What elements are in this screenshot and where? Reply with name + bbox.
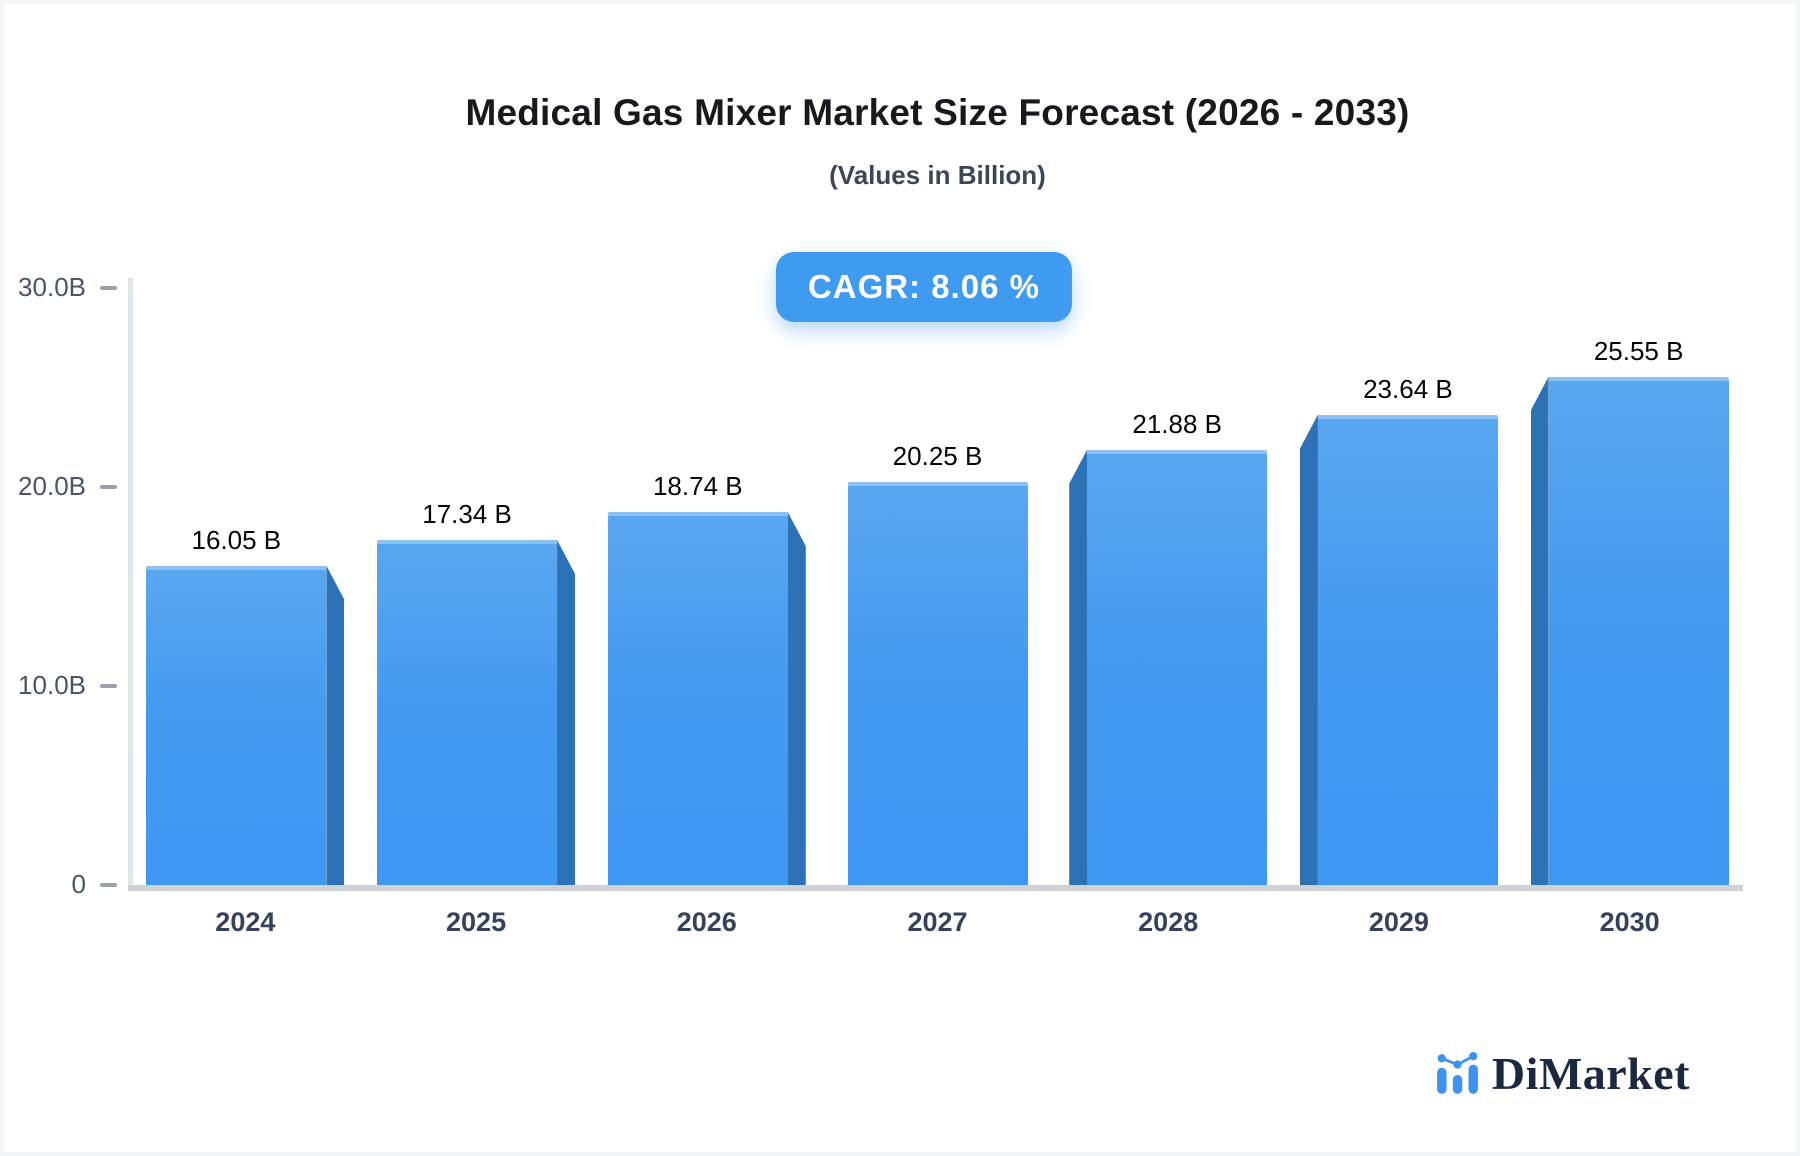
bar-2027 [847,482,1028,885]
brand-logo: DiMarket [1434,1047,1690,1100]
y-tick-label: 30.0B [18,272,86,302]
chart-subtitle: (Values in Billion) [829,160,1046,190]
y-axis-line [128,278,133,891]
chart-title: Medical Gas Mixer Market Size Forecast (… [465,92,1410,133]
y-tick-dash [100,485,117,489]
bar-side-shade [557,539,576,885]
bar-2030 [1530,376,1729,885]
bar-value-label: 17.34 B [422,498,512,529]
x-tick-label: 2029 [1368,907,1429,937]
x-axis-line [128,885,1743,891]
plot-area: 16.05 B 17.34 B 18.74 B 20.25 B 21.88 B 23.64… [130,288,1745,885]
bar-2026 [607,512,806,885]
y-tick-dash [100,684,117,688]
x-tick-label: 2028 [1138,907,1199,937]
bar-side-shade [1530,376,1549,885]
bar-side-shade [326,565,345,885]
x-tick-label: 2025 [446,907,507,937]
bar-value-label: 25.55 B [1593,335,1684,366]
bar-face [607,512,788,885]
bar-face [1087,449,1268,885]
y-tick-label: 10.0B [18,670,86,700]
bar-face [377,539,558,885]
bar-chart-logo-icon [1436,1051,1478,1094]
brand-logo-text: DiMarket [1491,1048,1690,1099]
x-tick-label: 2024 [215,907,276,937]
bar-value-label: 16.05 B [191,524,282,555]
y-tick-dash [100,286,117,290]
bar-2029 [1299,414,1498,885]
bar-face [1317,414,1498,885]
bar-face [1548,376,1729,885]
bar-face [847,482,1028,885]
bar-value-label: 23.64 B [1363,373,1453,404]
x-tick-label: 2027 [907,907,968,937]
y-tick-label: 20.0B [18,471,86,501]
cagr-badge: CAGR: 8.06 % [775,252,1073,322]
x-tick-label: 2030 [1599,907,1660,937]
bar-2025 [377,539,576,885]
bar-side-shade [1299,414,1318,885]
bar-value-label: 21.88 B [1132,408,1223,439]
bar-2028 [1069,449,1268,885]
bar-side-shade [1069,449,1088,885]
bar-2024 [146,565,345,885]
y-tick-label: 0 [71,869,86,899]
x-tick-label: 2026 [676,907,737,937]
bar-side-shade [787,512,806,885]
y-tick-dash [100,883,117,887]
bar-face [146,565,327,885]
bar-value-label: 20.25 B [892,441,983,472]
bar-value-label: 18.74 B [652,471,743,502]
